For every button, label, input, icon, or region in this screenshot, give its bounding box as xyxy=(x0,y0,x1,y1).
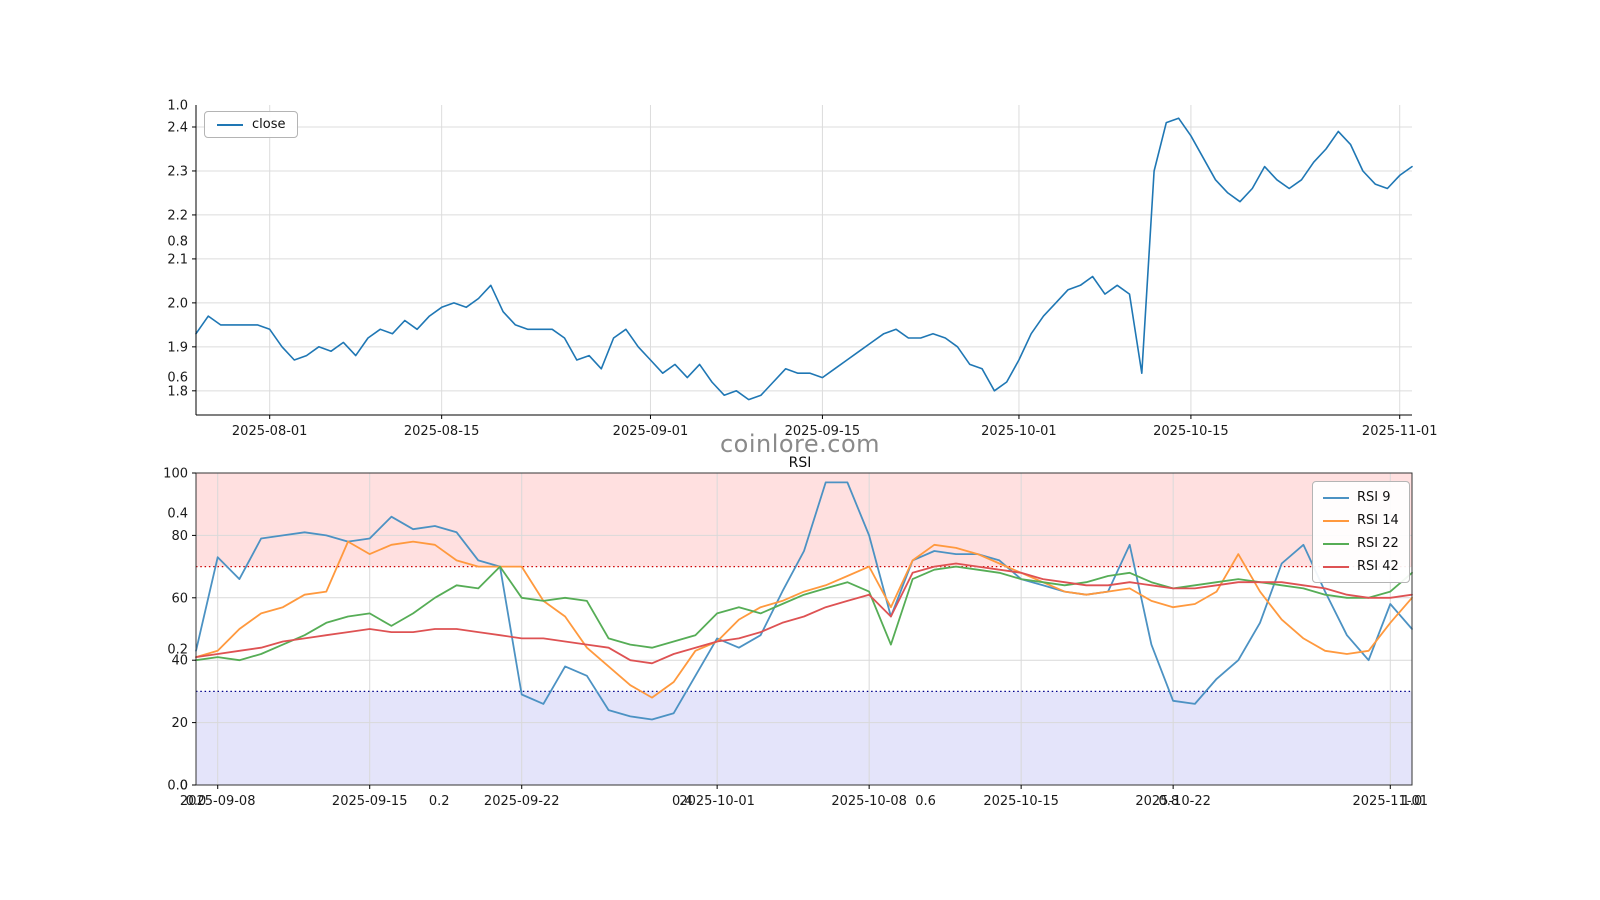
rsi-legend-item-rsi9: RSI 9 xyxy=(1323,490,1399,505)
svg-text:2025-09-22: 2025-09-22 xyxy=(484,794,560,809)
svg-text:1.8: 1.8 xyxy=(167,384,188,399)
svg-text:60: 60 xyxy=(171,591,188,606)
rsi42-line-swatch xyxy=(1323,565,1349,568)
svg-text:2025-08-15: 2025-08-15 xyxy=(404,424,480,439)
svg-text:40: 40 xyxy=(171,654,188,669)
svg-text:1.0: 1.0 xyxy=(167,99,188,114)
rsi14-legend-label: RSI 14 xyxy=(1357,513,1399,528)
svg-text:2025-09-01: 2025-09-01 xyxy=(613,424,689,439)
svg-text:2025-11-01: 2025-11-01 xyxy=(1353,794,1429,809)
svg-text:2025-09-15: 2025-09-15 xyxy=(785,424,861,439)
close-line-swatch xyxy=(217,123,243,126)
rsi-legend-item-rsi22: RSI 22 xyxy=(1323,536,1399,551)
svg-text:2025-10-15: 2025-10-15 xyxy=(983,794,1059,809)
svg-text:1.9: 1.9 xyxy=(167,340,188,355)
svg-text:80: 80 xyxy=(171,529,188,544)
watermark-text: coinlore.com xyxy=(719,430,881,458)
svg-text:2.2: 2.2 xyxy=(167,208,188,223)
svg-text:2025-08-01: 2025-08-01 xyxy=(232,424,308,439)
svg-text:2.3: 2.3 xyxy=(167,164,188,179)
svg-text:2025-10-01: 2025-10-01 xyxy=(981,424,1057,439)
svg-text:0.6: 0.6 xyxy=(915,794,936,809)
price-legend-label: close xyxy=(252,117,286,132)
svg-text:0.8: 0.8 xyxy=(167,235,188,250)
svg-text:2025-10-22: 2025-10-22 xyxy=(1135,794,1211,809)
svg-text:2025-10-08: 2025-10-08 xyxy=(831,794,907,809)
svg-text:100: 100 xyxy=(163,467,188,482)
rsi9-line-swatch xyxy=(1323,496,1349,499)
svg-text:2.0: 2.0 xyxy=(167,296,188,311)
svg-text:2.1: 2.1 xyxy=(167,252,188,267)
rsi-legend: RSI 9 RSI 14 RSI 22 RSI 42 xyxy=(1312,481,1410,583)
svg-text:0.4: 0.4 xyxy=(167,507,188,522)
rsi-panel-title: RSI xyxy=(788,455,812,471)
price-legend: close xyxy=(204,111,299,138)
svg-text:2025-09-15: 2025-09-15 xyxy=(332,794,408,809)
svg-text:0: 0 xyxy=(180,779,188,794)
svg-text:2025-11-01: 2025-11-01 xyxy=(1362,424,1438,439)
svg-text:0.4: 0.4 xyxy=(672,794,693,809)
svg-text:0.8: 0.8 xyxy=(1158,794,1179,809)
rsi42-legend-label: RSI 42 xyxy=(1357,559,1399,574)
svg-text:0.6: 0.6 xyxy=(167,371,188,386)
svg-text:0.2: 0.2 xyxy=(429,794,450,809)
svg-text:2025-09-08: 2025-09-08 xyxy=(180,794,256,809)
rsi22-line-swatch xyxy=(1323,542,1349,545)
rsi-legend-item-rsi42: RSI 42 xyxy=(1323,559,1399,574)
rsi9-legend-label: RSI 9 xyxy=(1357,490,1391,505)
svg-text:0.0: 0.0 xyxy=(186,794,207,809)
svg-text:2025-10-01: 2025-10-01 xyxy=(679,794,755,809)
svg-text:1.0: 1.0 xyxy=(1402,794,1423,809)
svg-text:2025-10-15: 2025-10-15 xyxy=(1153,424,1229,439)
rsi22-legend-label: RSI 22 xyxy=(1357,536,1399,551)
svg-text:0.0: 0.0 xyxy=(167,779,188,794)
svg-text:2.4: 2.4 xyxy=(167,120,188,135)
svg-text:20: 20 xyxy=(171,716,188,731)
svg-text:0.2: 0.2 xyxy=(167,643,188,658)
rsi-legend-item-rsi14: RSI 14 xyxy=(1323,513,1399,528)
rsi14-line-swatch xyxy=(1323,519,1349,522)
